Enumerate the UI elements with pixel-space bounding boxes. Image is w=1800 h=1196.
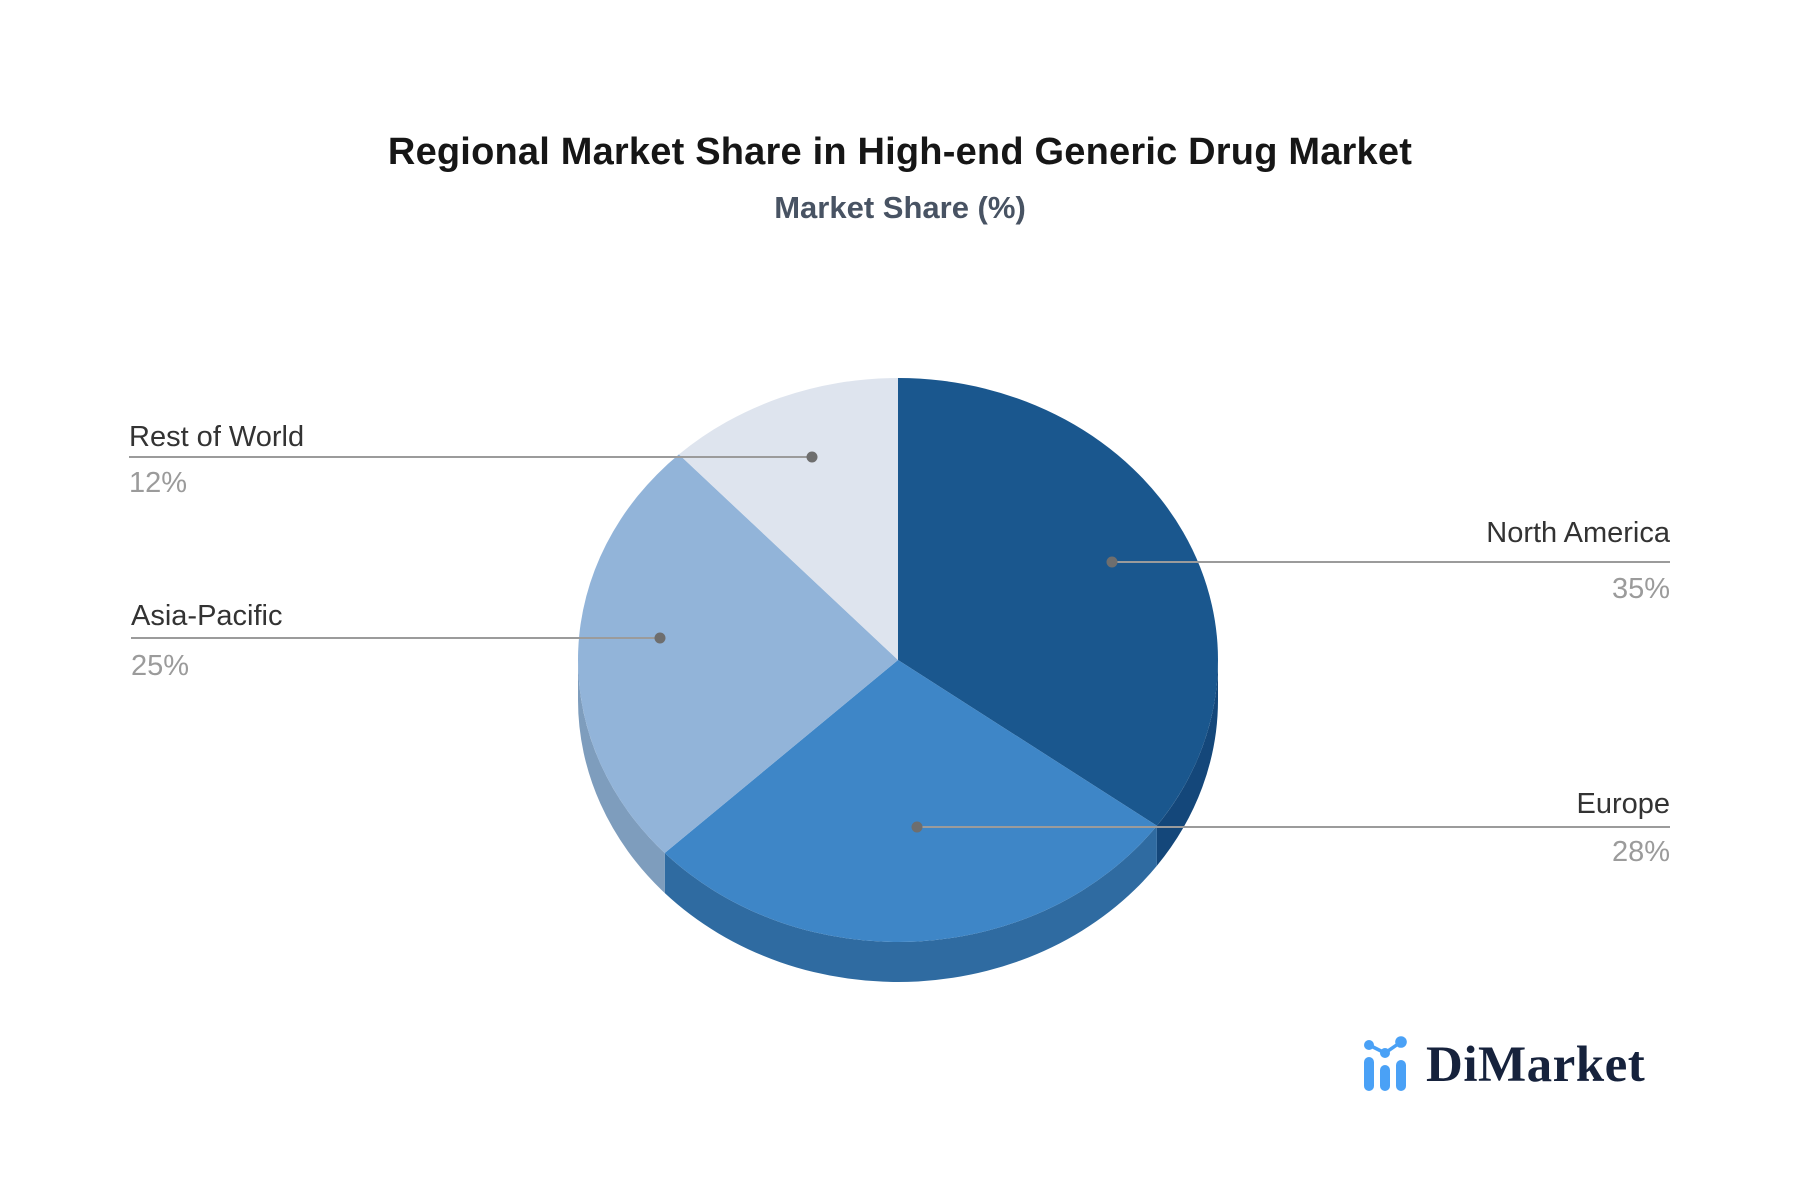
slice-label-europe: Europe xyxy=(1576,788,1670,820)
pie-3d-sides xyxy=(578,660,1218,982)
slice-value-rest-of-world: 12% xyxy=(129,467,188,499)
pie-slice-asia-pacific[interactable] xyxy=(578,454,898,854)
pie-slice-rest-of-world[interactable] xyxy=(678,378,898,660)
leader-dot-rest-of-world xyxy=(806,451,818,463)
pie-slice-europe[interactable] xyxy=(664,660,1157,942)
slice-value-europe: 28% xyxy=(1611,836,1670,868)
pie-slice-side-north-america xyxy=(1156,660,1218,866)
leader-dot-asia-pacific xyxy=(654,632,666,644)
pie-slices xyxy=(578,378,1219,942)
pie-slice-side-asia-pacific xyxy=(578,660,665,894)
leader-lines xyxy=(129,456,1670,828)
chart-title: Regional Market Share in High-end Generi… xyxy=(387,131,1413,173)
pie-slice-north-america[interactable] xyxy=(898,378,1219,826)
slice-label-rest-of-world: Rest of World xyxy=(129,421,305,453)
slice-label-asia-pacific: Asia-Pacific xyxy=(131,600,283,632)
leader-dot-europe xyxy=(911,821,923,833)
brand-logo-text: DiMarket xyxy=(1426,1037,1646,1093)
bar-line-chart-icon xyxy=(1364,1036,1407,1091)
slice-label-north-america: North America xyxy=(1486,517,1670,549)
chart-subtitle: Market Share (%) xyxy=(774,190,1026,225)
slice-value-asia-pacific: 25% xyxy=(131,650,190,682)
leader-dot-north-america xyxy=(1106,556,1118,568)
slice-value-north-america: 35% xyxy=(1611,573,1670,605)
leader-dots xyxy=(654,451,1118,833)
brand-logo: DiMarket xyxy=(1363,1035,1645,1091)
pie-slice-side-europe xyxy=(664,825,1157,982)
